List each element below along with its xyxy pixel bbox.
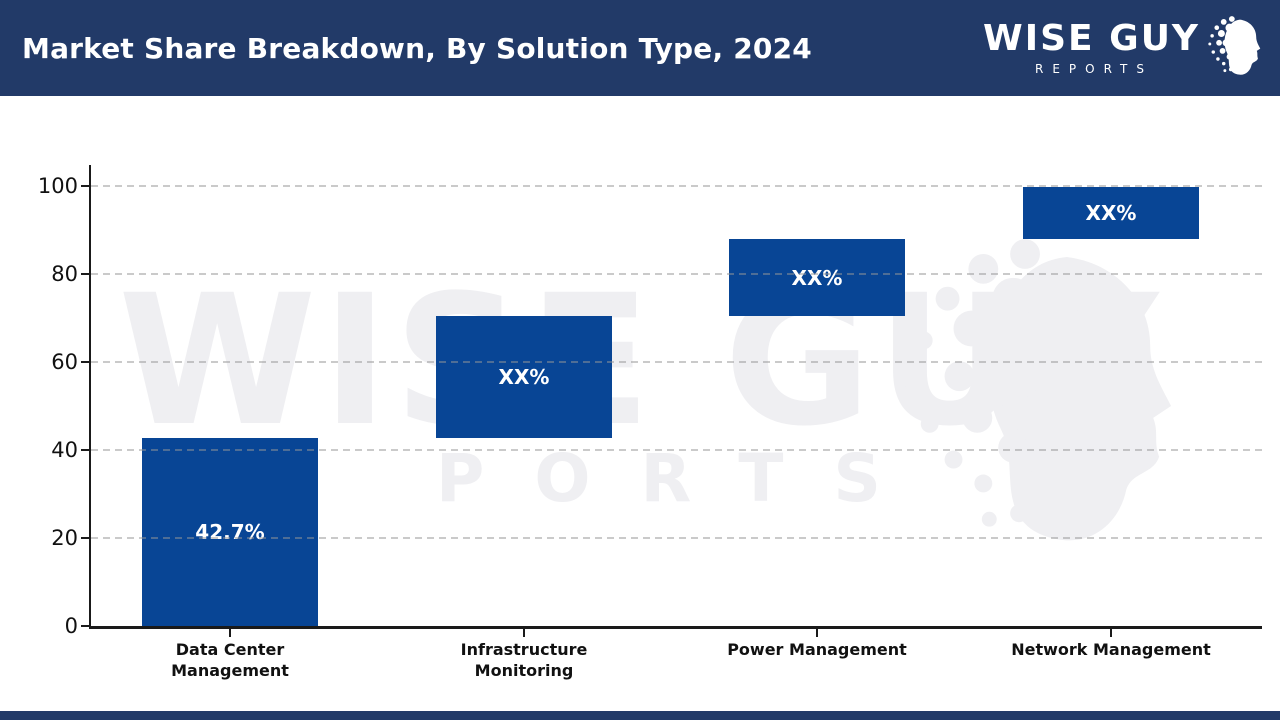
bar-segment: 42.7% [142,438,318,626]
y-axis-tick [81,185,89,188]
bar-segment: XX% [729,239,905,317]
y-axis-line [89,165,91,627]
y-axis-tick [81,361,89,364]
bar-value-label: XX% [1085,201,1137,226]
bar-value-label: XX% [498,365,550,390]
y-axis-tick-label: 80 [51,262,78,287]
y-axis-tick-label: 0 [64,614,78,638]
bar-value-label: 42.7% [195,520,265,545]
footer-bar [0,711,1280,720]
x-category-label: Infrastructure Monitoring [460,640,588,680]
x-axis-tick [523,629,525,637]
gridline [91,185,1262,188]
face-profile-dots-icon [1204,10,1262,86]
bar-segment: XX% [436,316,612,439]
brand-logo-text: WISE GUY REPORTS [982,17,1200,76]
bar-value-label: XX% [791,265,843,290]
x-axis-tick [816,629,818,637]
x-category-label: Power Management [727,640,907,659]
brand-name: WISE GUY [982,17,1200,59]
brand-subname: REPORTS [1034,61,1153,76]
x-category-label: Data Center Management [171,640,289,680]
y-axis-tick-label: 40 [51,438,78,463]
gridline [91,537,1262,540]
y-axis-tick-label: 20 [51,526,78,551]
watermark-text-line2: PORTS [436,440,931,517]
y-axis-tick-label: 60 [51,350,78,375]
header-bar: Market Share Breakdown, By Solution Type… [0,0,1280,96]
gridline [91,273,1262,276]
y-axis-tick [81,273,89,276]
brand-logo: WISE GUY REPORTS [983,10,1262,86]
gridline [91,449,1262,452]
gridline [91,361,1262,364]
x-axis-line [89,626,1262,629]
chart-title: Market Share Breakdown, By Solution Type… [22,31,812,65]
bar-segment: XX% [1023,187,1199,240]
y-axis-tick [81,537,89,540]
y-axis-tick [81,449,89,452]
x-axis-tick [1110,629,1112,637]
y-axis-tick [81,625,89,627]
x-category-label: Network Management [1011,640,1211,659]
y-axis-tick-label: 100 [37,174,78,199]
x-axis-tick [229,629,231,637]
